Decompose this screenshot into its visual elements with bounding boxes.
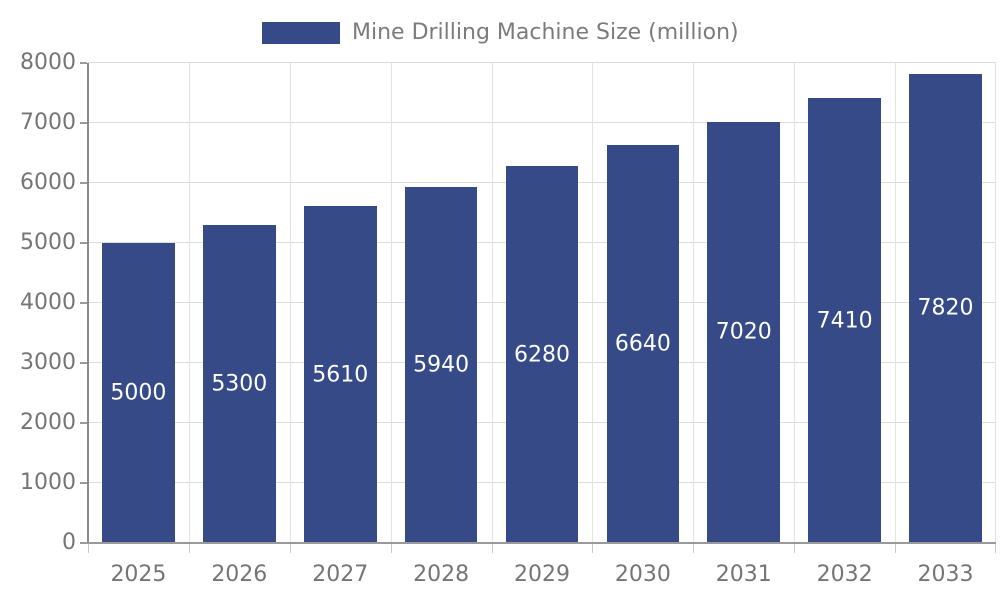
x-tick-label: 2029	[513, 562, 570, 587]
bar-value-label: 7020	[715, 319, 772, 345]
y-tick-label: 4000	[20, 290, 76, 315]
y-axis-tick	[80, 62, 87, 64]
x-tick-label: 2027	[312, 562, 369, 587]
x-grid-line	[995, 63, 996, 543]
x-tick-label: 2030	[614, 562, 671, 587]
bar[interactable]: 5000	[102, 243, 175, 543]
bar[interactable]: 5300	[203, 225, 276, 543]
y-axis-tick	[80, 362, 87, 364]
x-grid-line	[794, 63, 796, 543]
bar-value-label: 5940	[413, 352, 470, 378]
x-tick-label: 2032	[816, 562, 873, 587]
bar-value-label: 5300	[211, 371, 268, 397]
y-tick-label: 3000	[20, 350, 76, 375]
x-tick-label: 2028	[413, 562, 470, 587]
bar[interactable]: 7410	[808, 98, 881, 543]
y-tick-label: 0	[62, 530, 76, 555]
x-axis-line	[80, 542, 996, 544]
bar[interactable]: 6280	[505, 166, 579, 543]
y-axis-tick	[80, 122, 87, 124]
bar[interactable]: 7020	[707, 121, 781, 543]
bar[interactable]: 6640	[606, 144, 680, 543]
bar-value-label: 5610	[312, 362, 369, 388]
y-tick-label: 6000	[20, 170, 76, 195]
x-axis-tick	[693, 544, 694, 553]
y-axis-tick	[80, 182, 87, 184]
x-grid-line	[188, 63, 190, 543]
bar[interactable]: 5940	[404, 186, 478, 543]
y-tick-label: 1000	[20, 470, 76, 495]
x-axis-tick	[88, 544, 89, 553]
y-tick-label: 8000	[20, 50, 76, 75]
x-axis-tick	[592, 544, 593, 553]
bar-value-label: 6280	[513, 342, 570, 368]
x-axis-tick	[290, 544, 291, 553]
x-grid-line	[592, 63, 594, 543]
x-grid-line	[390, 63, 392, 543]
y-grid-line	[88, 122, 996, 123]
bar[interactable]: 7820	[909, 73, 982, 543]
y-tick-label: 2000	[20, 410, 76, 435]
bar-value-label: 5000	[110, 380, 167, 406]
x-tick-label: 2026	[211, 562, 268, 587]
x-axis-tick	[794, 544, 795, 553]
legend-label: Mine Drilling Machine Size (million)	[352, 20, 739, 45]
plot-area: 5000 5300 5610 5940 6280 6640 7020 7410 7820	[88, 62, 996, 543]
bar-value-label: 7820	[917, 295, 974, 321]
y-tick-label: 7000	[20, 110, 76, 135]
y-tick-label: 5000	[20, 230, 76, 255]
x-grid-line	[895, 63, 897, 543]
y-axis-tick	[80, 482, 87, 484]
bar-value-label: 6640	[614, 331, 671, 357]
x-axis-tick	[995, 544, 996, 553]
y-grid-line	[88, 62, 996, 63]
y-axis-tick	[80, 242, 87, 244]
x-grid-line	[693, 63, 695, 543]
legend-swatch	[262, 21, 340, 44]
y-axis-tick	[80, 302, 87, 304]
y-axis-tick	[80, 422, 87, 424]
x-grid-line	[491, 63, 493, 543]
y-axis-line	[87, 63, 89, 543]
x-axis-tick	[391, 544, 392, 553]
x-tick-label: 2025	[110, 562, 167, 587]
x-axis-tick	[895, 544, 896, 553]
x-grid-line	[289, 63, 291, 543]
legend-item[interactable]: Mine Drilling Machine Size (million)	[262, 20, 739, 45]
x-tick-label: 2033	[917, 562, 974, 587]
x-axis-tick	[189, 544, 190, 553]
y-axis-tick	[80, 542, 87, 544]
x-axis-tick	[492, 544, 493, 553]
bar-value-label: 7410	[816, 308, 873, 334]
x-tick-label: 2031	[715, 562, 772, 587]
bar[interactable]: 5610	[303, 206, 377, 543]
